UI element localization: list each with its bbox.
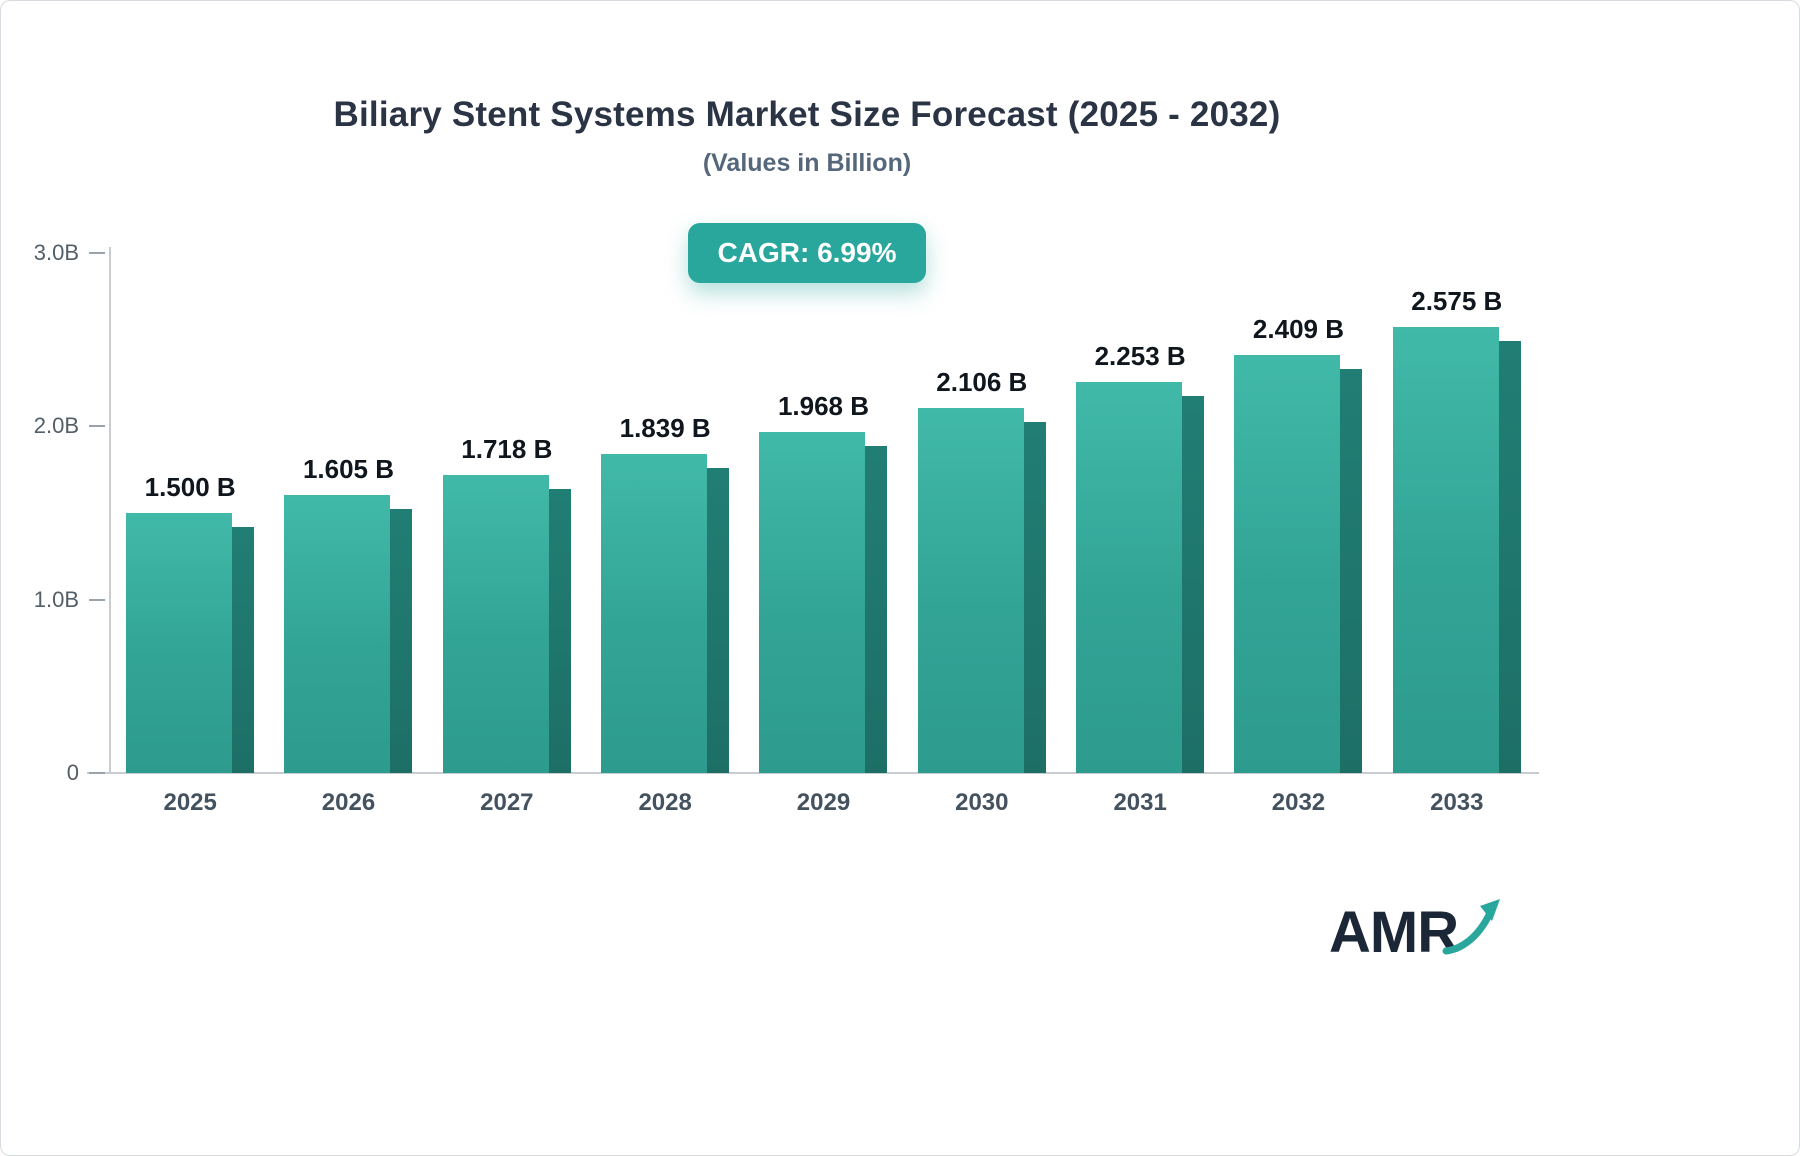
x-axis-labels: 2025 2026 2027 2028 2029 2030 2031 2032 2033 [111,789,1536,817]
y-axis-tick [89,252,105,254]
logo-text: AMR [1329,900,1459,965]
bar-2030 [917,407,1046,773]
bar-front-face [1234,355,1341,773]
chart-subtitle: (Values in Billion) [702,149,912,177]
bar-group-2025: 1.500 B [111,253,269,773]
bar-group-2027: 1.718 B [428,253,586,773]
bar-side-face [548,489,571,773]
bar-group-2033: 2.575 B [1378,253,1536,773]
bar-front-face [759,431,866,773]
y-axis-line [109,247,111,774]
bar-side-face [232,527,255,773]
bar-2025 [126,513,255,773]
bar-side-face [1498,340,1521,773]
bar-side-face [390,508,413,773]
chart-title: Biliary Stent Systems Market Size Foreca… [333,95,1281,134]
cagr-badge-wrap: CAGR: 6.99% [1,223,1613,283]
x-axis-label-2027: 2027 [480,789,534,816]
bar-value-label: 2.409 B [1252,314,1344,345]
bar-2027 [442,475,571,773]
x-axis-label-2025: 2025 [163,789,217,816]
y-axis-tick [89,772,105,774]
bar-side-face [1023,421,1046,773]
y-axis-label-3.0B: 3.0B [33,240,79,265]
y-axis-tick [89,598,105,601]
y-axis-label-1.0B: 1.0B [33,586,79,612]
bar-2031 [1076,382,1205,773]
bar-front-face [442,475,549,773]
bar-group-2028: 1.839 B [586,253,744,773]
bar-value-label: 1.968 B [777,390,870,421]
bar-group-2031: 2.253 B [1061,253,1219,773]
bar-value-label: 2.253 B [1094,341,1186,372]
x-axis-line [87,772,1539,774]
bar-value-label: 2.575 B [1411,285,1503,316]
bar-2026 [284,494,413,773]
y-axis: 3.0B 2.0B 1.0B 0 [1,240,111,785]
bar-front-face [1076,382,1183,773]
x-axis-label-2030: 2030 [955,789,1009,816]
bar-group-2030: 2.106 B [903,253,1061,773]
x-axis-label-2029: 2029 [796,789,851,816]
bar-side-face [1340,369,1363,773]
x-axis-label-2032: 2032 [1271,789,1326,816]
bar-side-face [1182,396,1205,773]
bar-front-face [126,513,233,773]
bar-group-2032: 2.409 B [1219,253,1377,773]
bar-value-label: 2.106 B [936,366,1028,397]
y-axis-label-2.0B: 2.0B [33,413,79,439]
bar-side-face [707,468,730,773]
x-axis-label-2028: 2028 [638,789,692,816]
bar-2032 [1234,355,1363,773]
bar-value-label: 1.839 B [619,413,711,444]
bar-value-label: 1.500 B [144,472,236,502]
x-axis-label-2026: 2026 [321,789,376,816]
bar-value-label: 1.718 B [461,434,553,465]
bar-side-face [865,445,888,773]
bar-value-label: 1.605 B [302,453,395,484]
x-axis-label-2033: 2033 [1430,789,1484,816]
logo-arrow-icon [1442,898,1501,954]
bar-2033 [1392,326,1521,773]
bar-2028 [601,454,730,773]
y-axis-tick [89,425,105,428]
bar-group-2029: 1.968 B [744,253,902,773]
bar-2029 [759,431,888,773]
bar-front-face [917,407,1024,773]
bar-front-face [284,494,391,773]
logo: AMR [1329,898,1506,966]
bar-front-face [601,454,708,773]
plot-area: 1.500 B 1.605 B 1.718 B 1.839 B 1.968 B 2.106… [111,253,1536,773]
bar-group-2026: 1.605 B [269,253,427,773]
bar-front-face [1392,326,1499,773]
x-axis-label-2031: 2031 [1113,789,1167,816]
y-axis-label-0: 0 [66,760,79,785]
cagr-badge: CAGR: 6.99% [687,223,927,283]
